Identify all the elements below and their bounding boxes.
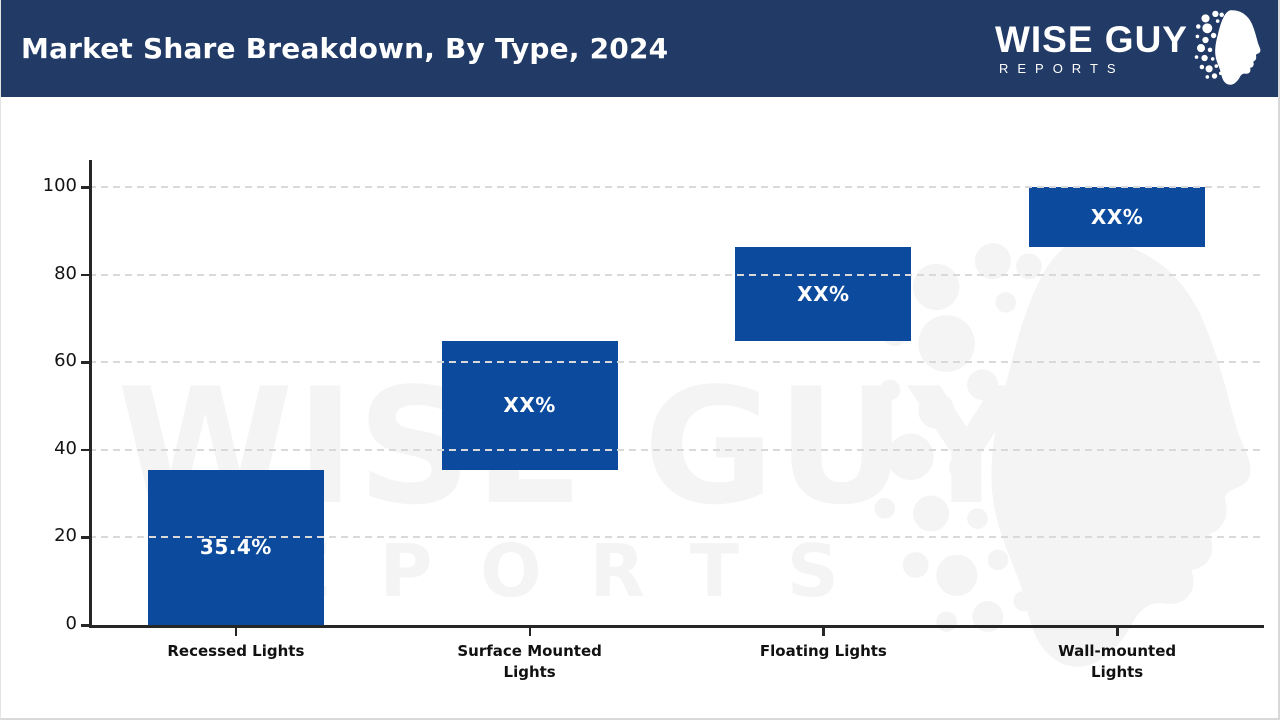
y-tick-mark bbox=[81, 361, 89, 364]
brand-logo-text: WISE GUY REPORTS bbox=[995, 21, 1188, 76]
y-tick-mark bbox=[81, 448, 89, 452]
y-tick-label: 40 bbox=[54, 437, 77, 459]
head-logo-icon bbox=[1194, 9, 1261, 85]
x-tick-mark bbox=[1116, 628, 1119, 636]
y-tick-label: 100 bbox=[42, 175, 77, 196]
gridline bbox=[89, 186, 1264, 188]
x-tick-mark bbox=[822, 628, 825, 636]
bar-value-label: XX% bbox=[503, 393, 556, 418]
category-label: Floating Lights bbox=[759, 642, 887, 660]
gridline bbox=[89, 273, 1264, 276]
y-tick-mark bbox=[81, 624, 89, 627]
bar-value-label: 35.4% bbox=[199, 535, 272, 560]
y-tick-mark bbox=[81, 536, 89, 539]
y-tick-label: 80 bbox=[54, 262, 77, 284]
x-axis bbox=[89, 625, 1264, 628]
y-tick-mark bbox=[81, 186, 89, 189]
bar-segment: XX% bbox=[735, 247, 912, 341]
brand-logo: WISE GUY REPORTS bbox=[995, 8, 1264, 90]
y-tick-mark bbox=[81, 273, 89, 277]
y-tick-label: 0 bbox=[65, 613, 77, 634]
brand-tagline: REPORTS bbox=[998, 61, 1125, 76]
category-label: Recessed Lights bbox=[167, 642, 305, 660]
chart-area: WISE GUY REPORTS 0 20 40 60 80 100 35.4% Recess… bbox=[1, 97, 1280, 720]
gridline bbox=[89, 448, 1264, 451]
chart-title: Market Share Breakdown, By Type, 2024 bbox=[21, 32, 669, 65]
category-label: Wall-mounted Lights bbox=[1058, 642, 1177, 681]
header: Market Share Breakdown, By Type, 2024 WI… bbox=[1, 0, 1278, 97]
x-tick-mark bbox=[234, 628, 238, 636]
bar-segment: XX% bbox=[1029, 187, 1206, 247]
y-tick-label: 20 bbox=[54, 525, 77, 547]
category-label: Surface Mounted Lights bbox=[457, 642, 602, 681]
bar-value-label: XX% bbox=[1090, 205, 1144, 229]
gridline bbox=[89, 536, 1264, 539]
x-tick-mark bbox=[528, 628, 532, 636]
y-tick-label: 60 bbox=[54, 350, 77, 372]
bar-segment: 35.4% bbox=[147, 469, 324, 625]
gridline bbox=[89, 361, 1264, 364]
y-axis bbox=[89, 160, 92, 628]
bar-value-label: XX% bbox=[797, 281, 850, 306]
brand-name: WISE GUY bbox=[994, 19, 1188, 60]
